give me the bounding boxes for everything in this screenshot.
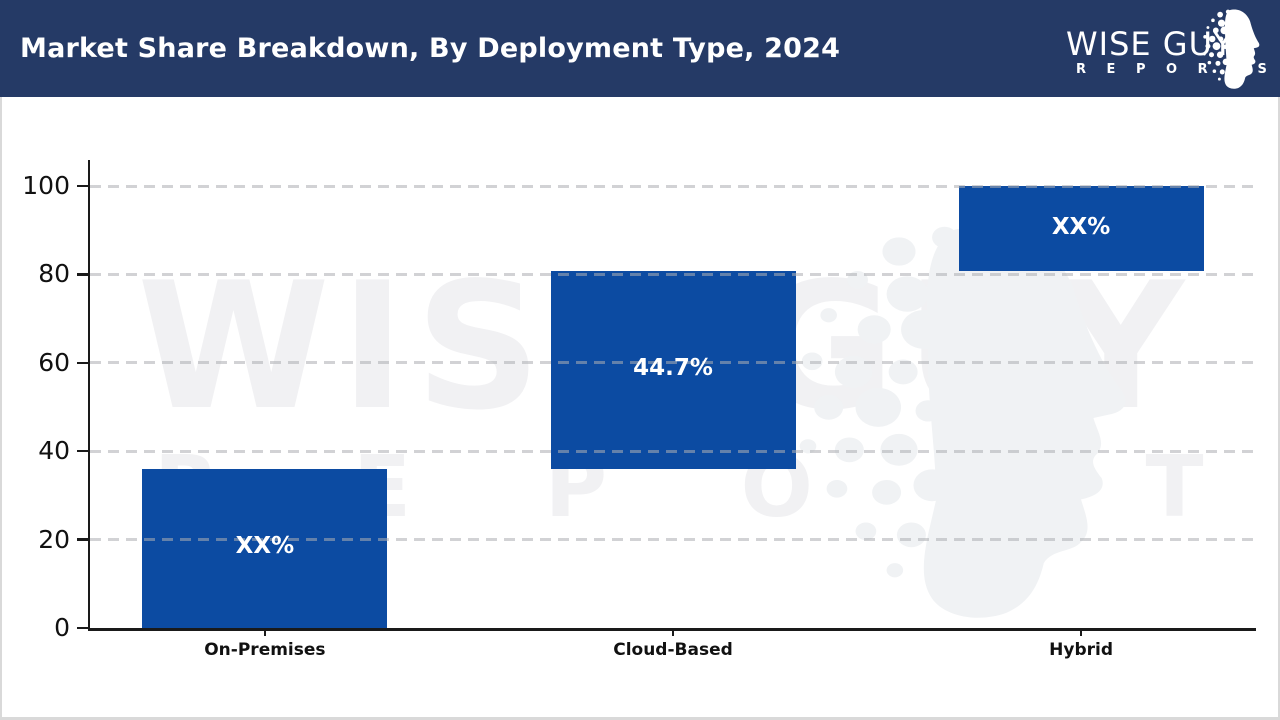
y-tick bbox=[77, 361, 88, 365]
logo-subtext: R E P O R T S bbox=[1076, 62, 1275, 77]
logo-wordmark: WISE GUY bbox=[1066, 25, 1234, 63]
bar-cloud-based bbox=[550, 271, 796, 469]
x-category-label: Cloud-Based bbox=[613, 640, 733, 660]
y-tick bbox=[77, 184, 88, 188]
bar-value-label: XX% bbox=[235, 533, 295, 560]
gridline-20 bbox=[90, 538, 1256, 542]
gridline-60 bbox=[90, 361, 1256, 365]
y-tick-label: 20 bbox=[38, 524, 70, 554]
chart-area: WISE GUY R E P O R T S XX%44.7%XX%020406… bbox=[0, 97, 1280, 720]
y-tick-label: 80 bbox=[38, 259, 70, 289]
chart-title: Market Share Breakdown, By Deployment Ty… bbox=[20, 33, 841, 64]
dotted-head-icon bbox=[1202, 9, 1260, 89]
gridline-100 bbox=[90, 184, 1256, 188]
x-category-label: Hybrid bbox=[1049, 640, 1114, 660]
wise-guy-logo: WISE GUY R E P O R T S bbox=[1024, 0, 1274, 97]
y-tick bbox=[77, 273, 88, 276]
y-tick-label: 40 bbox=[38, 436, 70, 466]
y-tick bbox=[77, 626, 88, 630]
x-tick bbox=[1079, 628, 1083, 636]
gridline-80 bbox=[90, 272, 1256, 276]
bar-hybrid bbox=[958, 186, 1204, 272]
header-bar: Market Share Breakdown, By Deployment Ty… bbox=[0, 0, 1280, 97]
y-tick-label: 60 bbox=[38, 347, 70, 377]
y-tick bbox=[77, 538, 88, 541]
y-tick-label: 0 bbox=[54, 613, 70, 642]
x-category-label: On-Premises bbox=[204, 640, 326, 660]
x-tick bbox=[671, 628, 675, 636]
bar-value-label: XX% bbox=[1051, 213, 1111, 240]
gridline-40 bbox=[90, 449, 1256, 453]
y-axis-line bbox=[87, 160, 90, 631]
watermark-head-icon bbox=[799, 226, 1126, 618]
bar-on-premises bbox=[142, 468, 388, 628]
x-tick bbox=[263, 628, 267, 636]
bar-value-label: 44.7% bbox=[633, 355, 713, 382]
plot-area: XX% 44.7% XX% 0 20 40 60 80 100 On-Premises Cloud-… bbox=[22, 160, 1256, 660]
y-tick-label: 100 bbox=[22, 171, 70, 201]
y-tick bbox=[77, 449, 88, 453]
